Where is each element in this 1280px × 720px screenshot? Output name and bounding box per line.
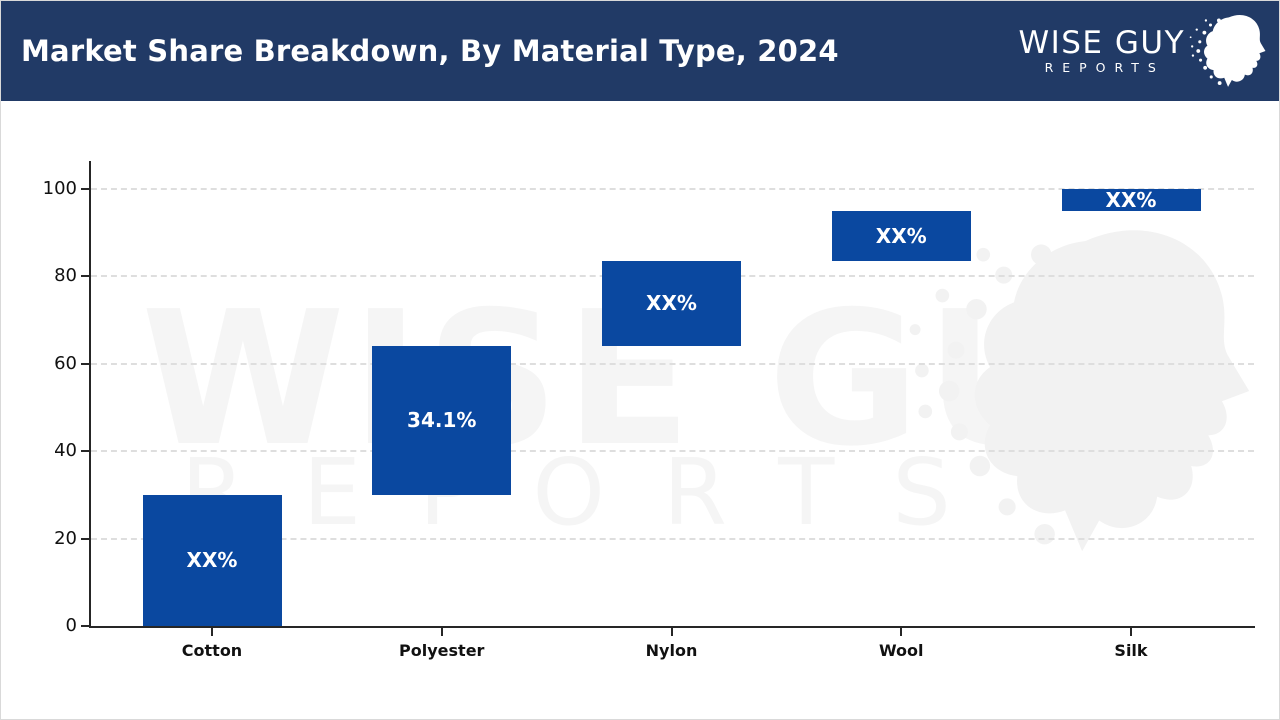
watermark-face-icon [909, 230, 1250, 552]
y-tick-mark [81, 450, 89, 452]
x-category-label-nylon: Nylon [645, 641, 698, 660]
y-tick-label: 80 [54, 265, 77, 286]
x-tick-mark [670, 628, 673, 636]
brand-subtitle: REPORTS [1044, 59, 1165, 75]
y-tick-label: 0 [65, 615, 77, 636]
y-tick-label: 100 [42, 177, 77, 199]
page-title: Market Share Breakdown, By Material Type… [21, 34, 839, 68]
bar-value-label: XX% [646, 291, 697, 316]
brand-name: WISE GUY [1018, 25, 1185, 62]
bar-value-label: XX% [1105, 187, 1157, 212]
x-tick-mark [1130, 628, 1132, 636]
x-category-label-polyester: Polyester [399, 641, 485, 660]
bar-silk: XX% [1061, 187, 1201, 212]
y-tick-mark [81, 275, 89, 277]
bar-value-label: 34.1% [407, 408, 477, 433]
header: Market Share Breakdown, By Material Type… [1, 1, 1279, 101]
y-tick-label: 60 [54, 352, 77, 374]
gridline [91, 537, 1254, 540]
gridline [91, 187, 1254, 190]
y-tick-mark [81, 187, 89, 190]
bar-polyester: 34.1% [372, 345, 512, 495]
bar-wool: XX% [831, 211, 971, 261]
y-tick-label: 20 [54, 527, 77, 549]
bar-value-label: XX% [875, 223, 927, 248]
x-tick-mark [440, 628, 443, 636]
y-tick-label: 40 [54, 440, 77, 461]
watermark-subtitle-text: REPORTS [181, 439, 1009, 546]
x-tick-mark [900, 628, 903, 636]
y-axis-line [89, 161, 91, 628]
y-tick-mark [81, 537, 89, 540]
x-tick-mark [211, 628, 213, 636]
gridline [91, 450, 1254, 452]
brand-logo-text: WISE GUY REPORTS [1018, 27, 1185, 75]
bar-value-label: XX% [186, 548, 238, 573]
bar-nylon: XX% [602, 260, 741, 346]
x-category-label-silk: Silk [1114, 641, 1148, 660]
bar-cotton: XX% [142, 494, 282, 626]
gridline [91, 362, 1254, 365]
y-tick-mark [81, 625, 89, 627]
x-axis-line [89, 626, 1255, 628]
y-tick-mark [81, 362, 89, 365]
x-category-label-cotton: Cotton [181, 641, 243, 660]
x-category-label-wool: Wool [878, 641, 924, 660]
brand-logo: WISE GUY REPORTS [1018, 7, 1267, 95]
dotted-face-profile-icon [1189, 15, 1266, 87]
